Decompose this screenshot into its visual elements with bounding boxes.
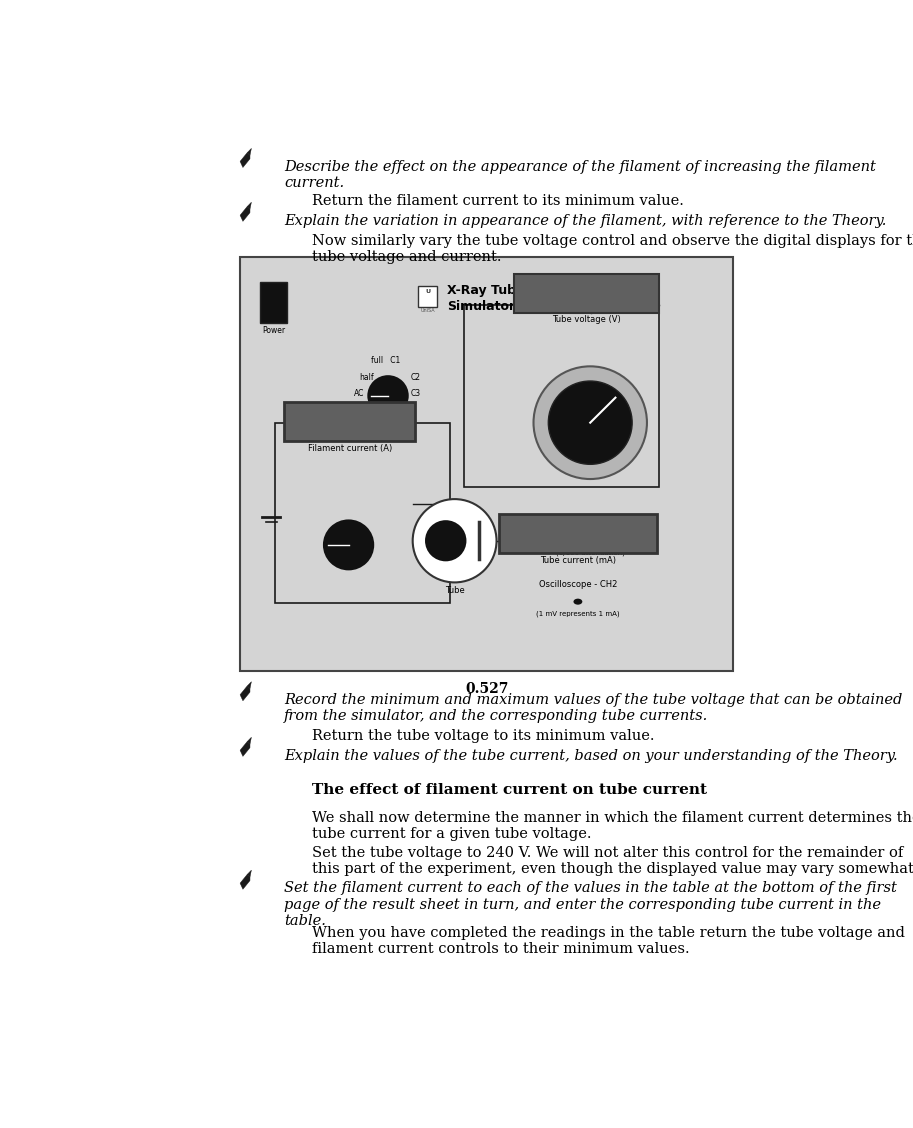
Text: half: half [360,373,374,382]
Text: AC: AC [353,389,364,398]
Text: 0.527: 0.527 [466,681,509,696]
Ellipse shape [425,520,467,562]
Text: U: U [425,289,430,293]
Text: (1 mV represents 1 mA): (1 mV represents 1 mA) [536,610,620,617]
Polygon shape [240,686,250,700]
Text: Set the tube voltage to 240 V. We will not alter this control for the remainder : Set the tube voltage to 240 V. We will n… [312,846,913,876]
Text: UniSA: UniSA [420,308,435,314]
Text: When you have completed the readings in the table return the tube voltage and
fi: When you have completed the readings in … [312,926,905,955]
Bar [499,514,656,553]
Text: Tube current (mA): Tube current (mA) [540,556,616,565]
Text: Power: Power [262,326,285,335]
Text: C2: C2 [410,373,420,382]
Text: (1/100 attenuation): (1/100 attenuation) [556,549,624,556]
Bar [240,257,733,671]
Bar [285,402,415,441]
Bar [417,287,437,307]
Text: Filament current (A): Filament current (A) [308,444,392,453]
Text: Record the minimum and maximum values of the tube voltage that can be obtained
f: Record the minimum and maximum values of… [284,693,902,723]
Polygon shape [240,741,250,757]
Text: Oscilloscope - CH1: Oscilloscope - CH1 [551,515,629,525]
Text: Return the tube voltage to its minimum value.: Return the tube voltage to its minimum v… [312,730,655,743]
Polygon shape [247,870,251,878]
Ellipse shape [549,381,632,465]
Polygon shape [240,152,250,167]
Bar [514,274,659,312]
Polygon shape [240,874,250,889]
Text: Explain the values of the tube current, based on your understanding of the Theor: Explain the values of the tube current, … [284,749,897,763]
Polygon shape [247,149,251,156]
Text: We shall now determine the manner in which the filament current determines the
t: We shall now determine the manner in whi… [312,811,913,841]
Text: Now similarly vary the tube voltage control and observe the digital displays for: Now similarly vary the tube voltage cont… [312,233,913,264]
Bar [260,282,287,324]
Text: full   C1: full C1 [371,356,400,365]
Ellipse shape [413,499,497,582]
Text: Tube: Tube [445,585,465,594]
Text: Oscilloscope - CH2: Oscilloscope - CH2 [539,580,617,589]
Bar [465,305,659,487]
Text: Explain the variation in appearance of the filament, with reference to the Theor: Explain the variation in appearance of t… [284,213,887,228]
Text: Describe the effect on the appearance of the filament of increasing the filament: Describe the effect on the appearance of… [284,160,876,190]
Text: X-Ray Tube
Simulator: X-Ray Tube Simulator [447,284,525,312]
Polygon shape [247,681,251,688]
Bar [275,423,450,602]
Polygon shape [247,202,251,209]
Text: Tube voltage (V): Tube voltage (V) [552,316,621,325]
Text: Return the filament current to its minimum value.: Return the filament current to its minim… [312,194,684,208]
Text: Set the filament current to each of the values in the table at the bottom of the: Set the filament current to each of the … [284,881,897,928]
Polygon shape [240,206,250,221]
Ellipse shape [585,536,595,543]
Text: C3: C3 [410,389,420,398]
Ellipse shape [367,376,409,416]
Text: The effect of filament current on tube current: The effect of filament current on tube c… [312,783,708,797]
Ellipse shape [573,599,582,605]
Ellipse shape [533,367,647,479]
Polygon shape [247,738,251,744]
Ellipse shape [323,519,374,571]
